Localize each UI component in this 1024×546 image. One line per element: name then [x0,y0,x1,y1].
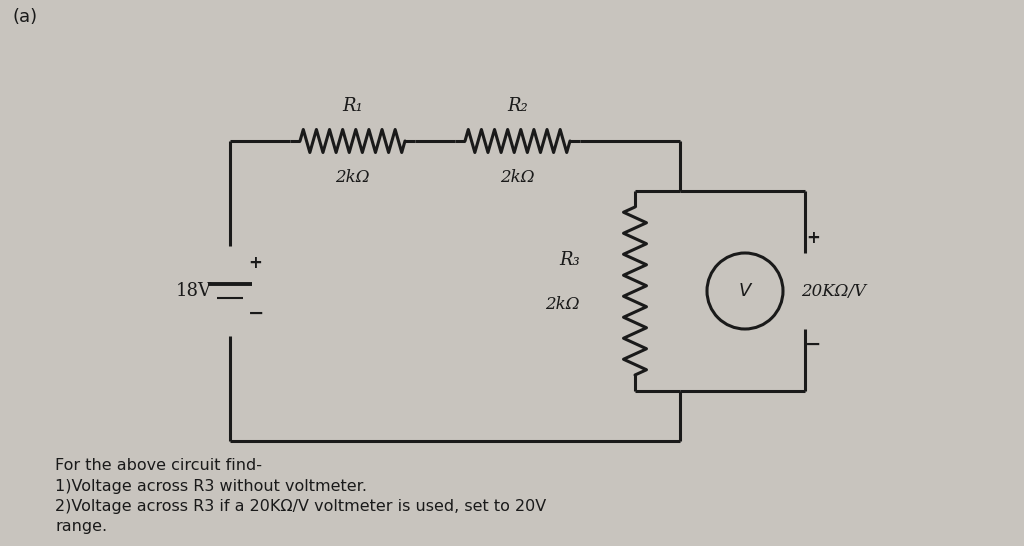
Text: V: V [738,282,752,300]
Text: 1)Voltage across R3 without voltmeter.: 1)Voltage across R3 without voltmeter. [55,478,367,494]
Text: 2kΩ: 2kΩ [501,169,535,186]
Text: +: + [806,229,820,247]
Text: 2kΩ: 2kΩ [546,296,580,313]
Text: 18V: 18V [176,282,212,300]
Text: R₁: R₁ [342,97,362,115]
Text: R₂: R₂ [507,97,528,115]
Text: (a): (a) [12,8,37,26]
Text: R₃: R₃ [559,251,580,269]
Text: +: + [248,254,262,272]
Text: −: − [805,335,821,354]
Text: 2)Voltage across R3 if a 20KΩ/V voltmeter is used, set to 20V: 2)Voltage across R3 if a 20KΩ/V voltmete… [55,499,546,514]
Text: 20KΩ/V: 20KΩ/V [801,282,866,300]
Text: 2kΩ: 2kΩ [335,169,370,186]
Text: range.: range. [55,519,108,535]
Text: For the above circuit find-: For the above circuit find- [55,458,262,473]
Text: −: − [248,304,264,323]
